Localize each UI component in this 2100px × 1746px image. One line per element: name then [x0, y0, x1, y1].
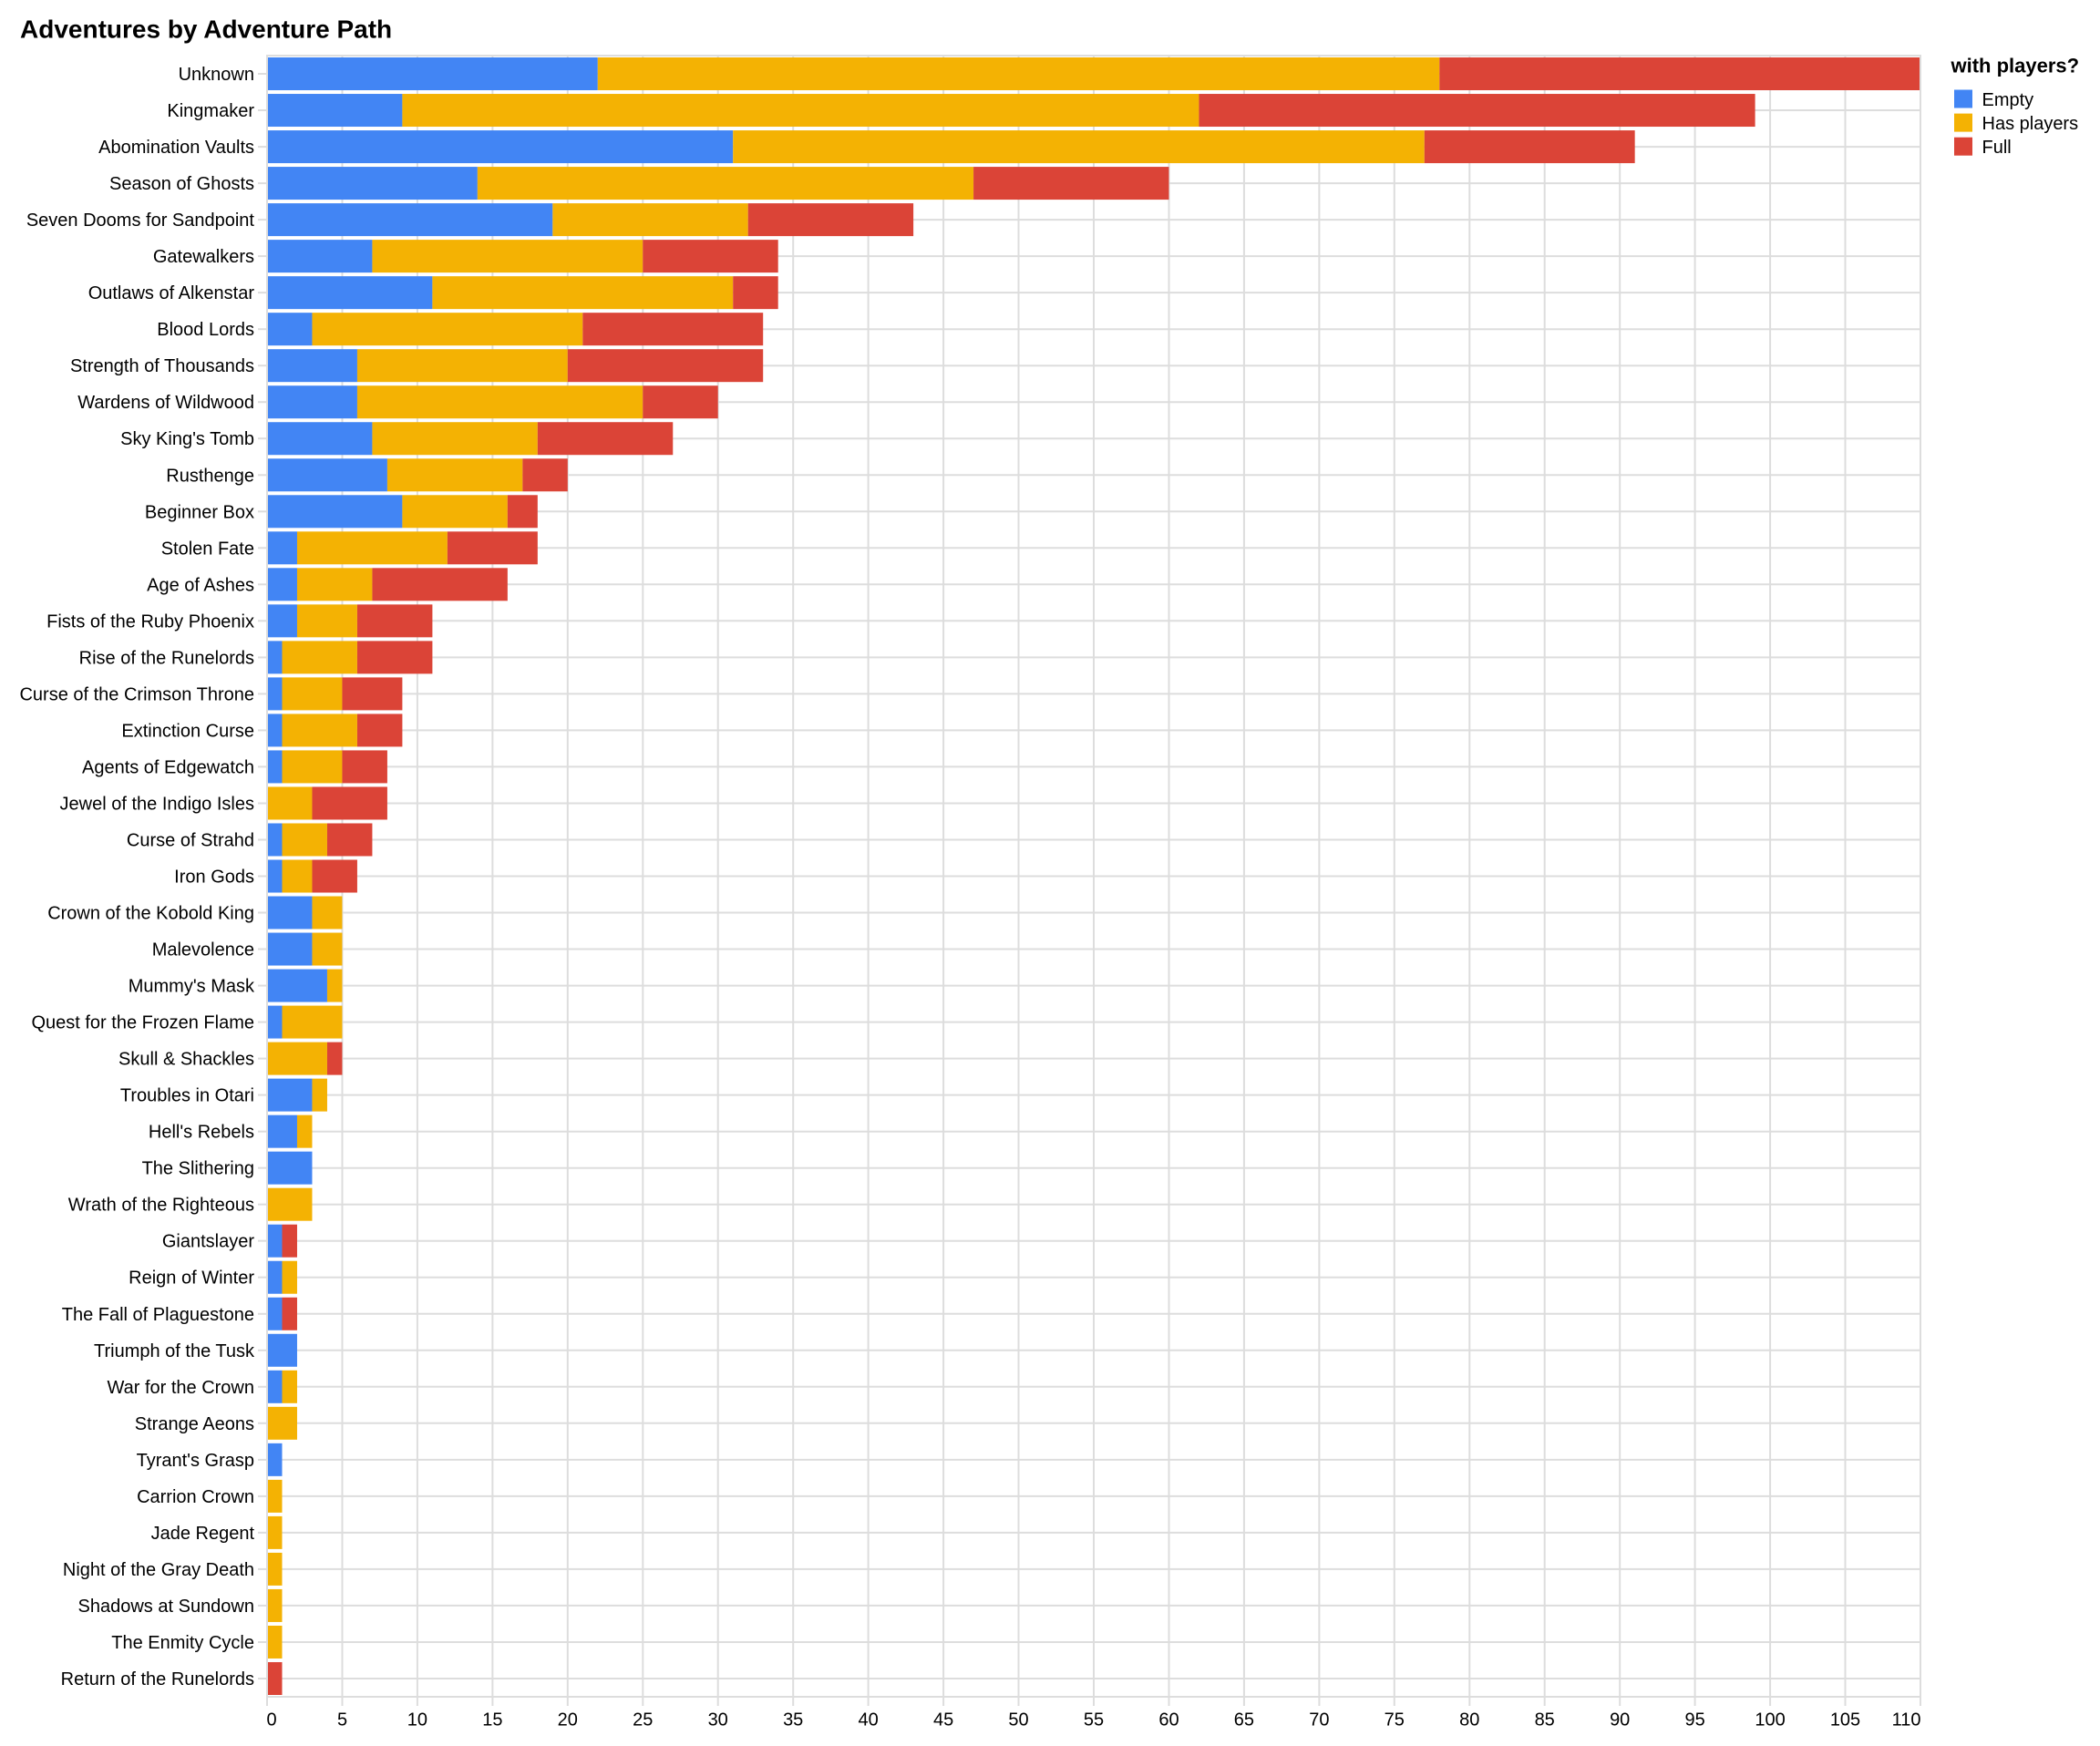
- svg-text:Stolen Fate: Stolen Fate: [161, 539, 254, 559]
- svg-text:Age of Ashes: Age of Ashes: [147, 575, 254, 595]
- svg-text:Has players: Has players: [1982, 114, 2079, 134]
- svg-text:90: 90: [1610, 1710, 1630, 1731]
- svg-text:Sky King's Tomb: Sky King's Tomb: [120, 429, 254, 449]
- svg-text:70: 70: [1309, 1710, 1329, 1731]
- svg-text:Outlaws of Alkenstar: Outlaws of Alkenstar: [88, 283, 255, 303]
- svg-text:Unknown: Unknown: [179, 65, 254, 85]
- svg-text:75: 75: [1385, 1710, 1405, 1731]
- svg-text:Hell's Rebels: Hell's Rebels: [149, 1123, 254, 1143]
- svg-text:55: 55: [1084, 1710, 1104, 1731]
- svg-text:95: 95: [1684, 1710, 1704, 1731]
- svg-text:Agents of Edgewatch: Agents of Edgewatch: [82, 757, 254, 777]
- svg-text:35: 35: [783, 1710, 803, 1731]
- svg-text:Gatewalkers: Gatewalkers: [153, 247, 254, 267]
- svg-text:Crown of the Kobold King: Crown of the Kobold King: [47, 904, 254, 924]
- svg-text:10: 10: [407, 1710, 427, 1731]
- svg-text:30: 30: [708, 1710, 728, 1731]
- svg-text:Troubles in Otari: Troubles in Otari: [120, 1086, 254, 1106]
- svg-text:105: 105: [1830, 1710, 1860, 1731]
- svg-text:Curse of the Crimson Throne: Curse of the Crimson Throne: [19, 684, 254, 704]
- svg-text:85: 85: [1535, 1710, 1555, 1731]
- svg-text:Return of the Runelords: Return of the Runelords: [61, 1669, 254, 1690]
- svg-text:80: 80: [1459, 1710, 1479, 1731]
- svg-text:25: 25: [633, 1710, 653, 1731]
- svg-text:War for the Crown: War for the Crown: [107, 1378, 254, 1398]
- svg-text:Curse of Strahd: Curse of Strahd: [127, 831, 254, 851]
- svg-text:Jade Regent: Jade Regent: [151, 1524, 255, 1544]
- svg-text:Empty: Empty: [1982, 90, 2034, 110]
- svg-text:Triumph of the Tusk: Triumph of the Tusk: [94, 1341, 255, 1361]
- svg-text:The Slithering: The Slithering: [142, 1159, 254, 1179]
- svg-text:Strength of Thousands: Strength of Thousands: [70, 356, 254, 376]
- svg-text:5: 5: [337, 1710, 347, 1731]
- svg-text:Seven Dooms for Sandpoint: Seven Dooms for Sandpoint: [26, 211, 255, 231]
- svg-text:Strange Aeons: Strange Aeons: [135, 1414, 254, 1434]
- svg-text:Giantslayer: Giantslayer: [162, 1232, 254, 1252]
- svg-text:Carrion Crown: Carrion Crown: [137, 1487, 254, 1507]
- svg-text:Reign of Winter: Reign of Winter: [129, 1268, 254, 1289]
- svg-text:15: 15: [482, 1710, 502, 1731]
- svg-text:with players?: with players?: [1951, 55, 2080, 77]
- svg-text:The Enmity Cycle: The Enmity Cycle: [111, 1633, 254, 1653]
- svg-text:Blood Lords: Blood Lords: [157, 320, 254, 340]
- svg-text:Rusthenge: Rusthenge: [166, 466, 254, 486]
- svg-text:Full: Full: [1982, 138, 2012, 158]
- svg-text:Skull & Shackles: Skull & Shackles: [118, 1050, 254, 1070]
- svg-text:Beginner Box: Beginner Box: [145, 502, 254, 522]
- svg-text:60: 60: [1158, 1710, 1179, 1731]
- svg-text:Iron Gods: Iron Gods: [174, 868, 254, 888]
- svg-text:45: 45: [933, 1710, 953, 1731]
- svg-text:Kingmaker: Kingmaker: [167, 101, 254, 121]
- svg-text:Malevolence: Malevolence: [152, 940, 254, 960]
- svg-text:100: 100: [1755, 1710, 1785, 1731]
- svg-text:Abomination Vaults: Abomination Vaults: [98, 138, 254, 158]
- svg-text:40: 40: [858, 1710, 878, 1731]
- svg-text:110: 110: [1892, 1710, 1921, 1731]
- svg-text:20: 20: [558, 1710, 578, 1731]
- svg-text:Night of the Gray Death: Night of the Gray Death: [63, 1560, 254, 1580]
- svg-text:Season of Ghosts: Season of Ghosts: [109, 174, 254, 194]
- svg-text:Shadows at Sundown: Shadows at Sundown: [78, 1597, 254, 1617]
- svg-text:Extinction Curse: Extinction Curse: [121, 721, 254, 741]
- svg-text:The Fall of Plaguestone: The Fall of Plaguestone: [62, 1305, 254, 1325]
- svg-text:Wrath of the Righteous: Wrath of the Righteous: [68, 1196, 254, 1216]
- svg-text:Adventures by Adventure Path: Adventures by Adventure Path: [20, 15, 392, 44]
- svg-text:Rise of the Runelords: Rise of the Runelords: [79, 648, 254, 668]
- svg-text:Quest for the Frozen Flame: Quest for the Frozen Flame: [31, 1013, 254, 1033]
- svg-text:Jewel of the Indigo Isles: Jewel of the Indigo Isles: [60, 795, 254, 815]
- svg-text:Wardens of Wildwood: Wardens of Wildwood: [77, 393, 254, 413]
- svg-text:65: 65: [1234, 1710, 1254, 1731]
- svg-text:Mummy's Mask: Mummy's Mask: [129, 977, 255, 997]
- svg-text:50: 50: [1008, 1710, 1028, 1731]
- svg-text:Tyrant's Grasp: Tyrant's Grasp: [137, 1451, 254, 1471]
- svg-text:Fists of the Ruby Phoenix: Fists of the Ruby Phoenix: [46, 611, 254, 632]
- svg-text:0: 0: [267, 1710, 277, 1731]
